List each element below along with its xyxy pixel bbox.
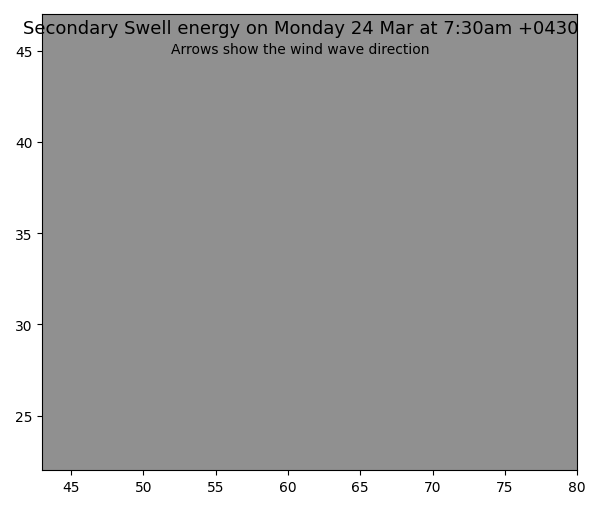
- Text: Secondary Swell energy on Monday 24 Mar at 7:30am +0430: Secondary Swell energy on Monday 24 Mar …: [23, 20, 578, 38]
- Text: Arrows show the wind wave direction: Arrows show the wind wave direction: [171, 43, 430, 57]
